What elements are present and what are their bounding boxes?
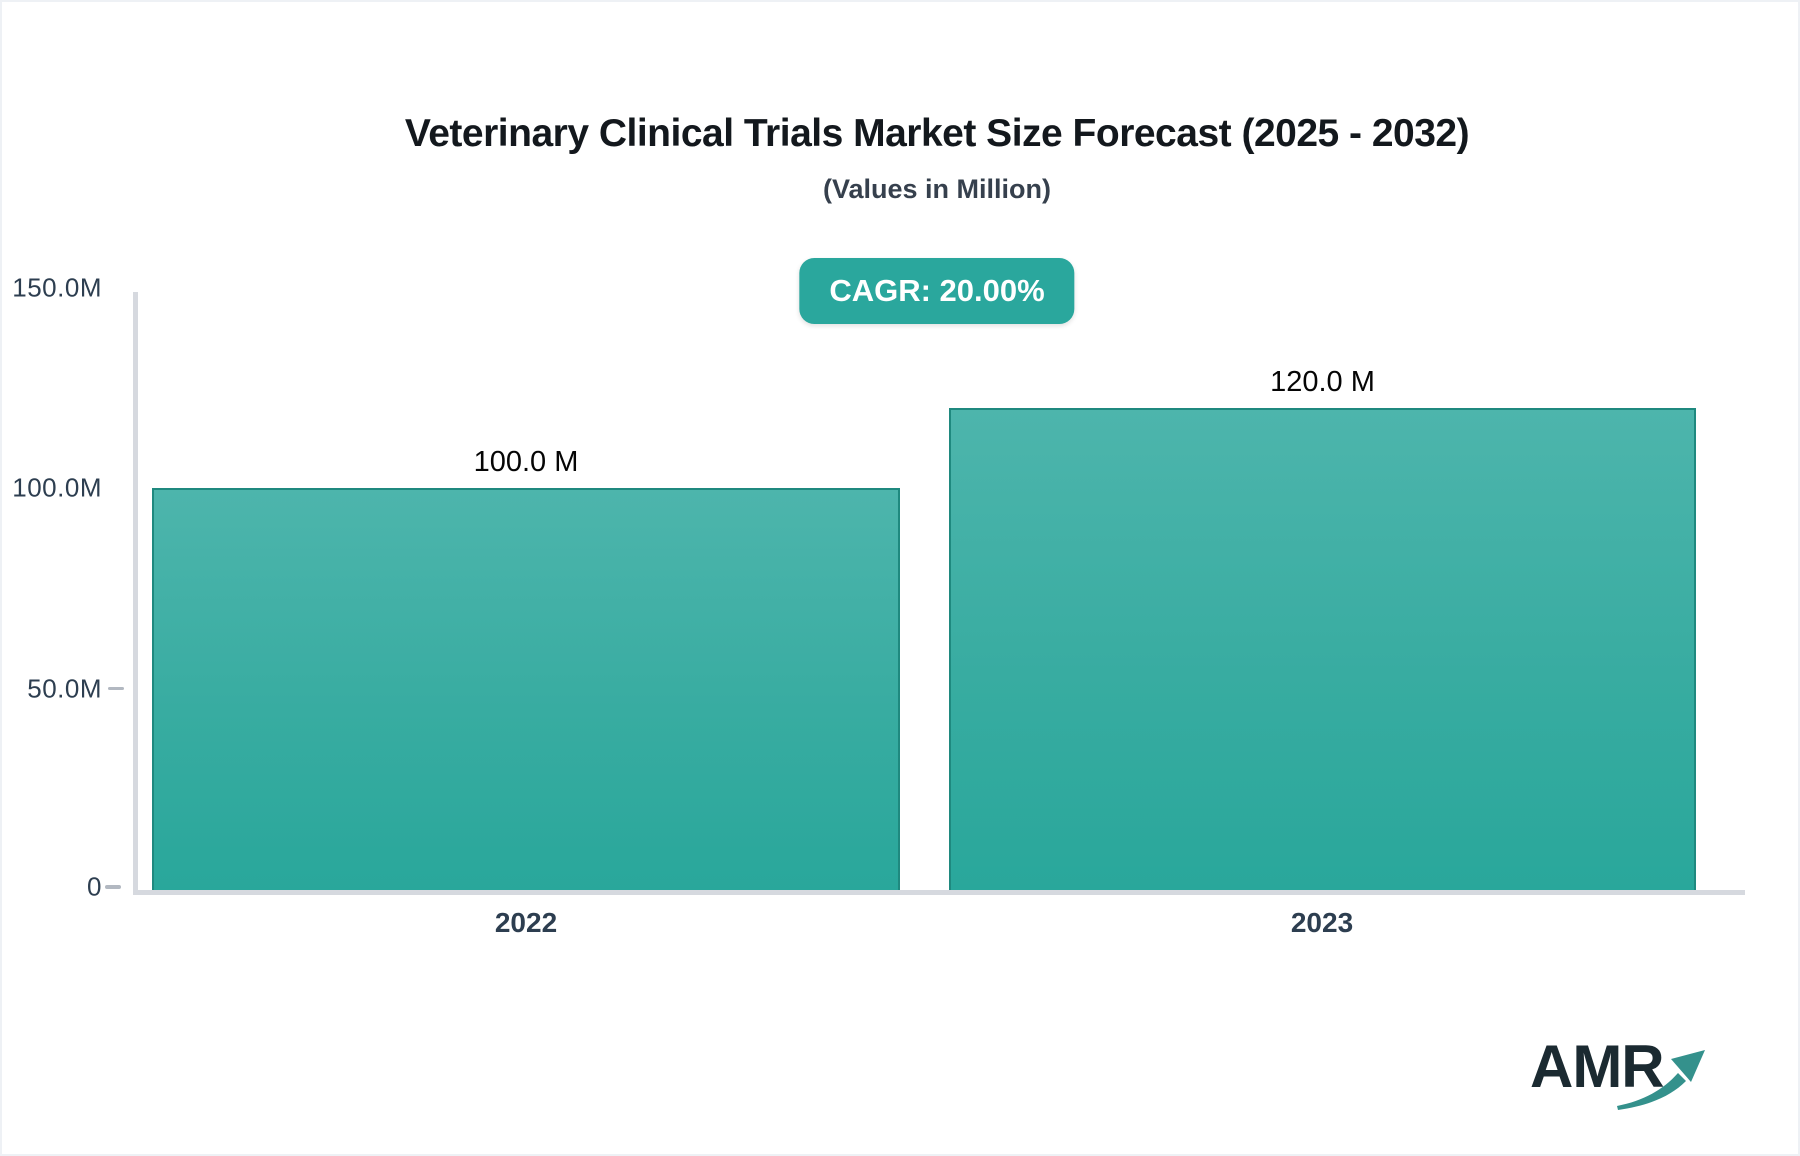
amr-logo-text: AMR: [1530, 1033, 1665, 1100]
bar-2023: 120.0 M: [949, 366, 1696, 890]
bar-2022: 100.0 M: [152, 446, 900, 890]
amr-logo: AMR: [1530, 1032, 1740, 1132]
x-axis-label-2023: 2023: [1290, 907, 1354, 938]
bar-value-label-2022: 100.0 M: [473, 446, 579, 478]
y-tick-100m: 100.0M: [12, 472, 102, 503]
x-axis-label-2022: 2022: [494, 907, 558, 938]
y-tick-dash-0: [105, 885, 121, 889]
y-axis-line: [133, 292, 138, 894]
growth-arrow-icon: [1617, 1050, 1705, 1110]
chart-subtitle: (Values in Million): [822, 174, 1052, 204]
chart-title: Veterinary Clinical Trials Market Size F…: [404, 112, 1470, 155]
y-tick-0: 0: [87, 871, 102, 902]
x-axis-line: [133, 890, 1745, 895]
y-tick-dash-50m: [108, 687, 124, 690]
bar-value-label-2023: 120.0 M: [1270, 366, 1375, 398]
cagr-badge: CAGR: 20.00%: [799, 258, 1075, 324]
y-tick-150m: 150.0M: [12, 272, 102, 303]
y-tick-50m: 50.0M: [27, 673, 102, 704]
